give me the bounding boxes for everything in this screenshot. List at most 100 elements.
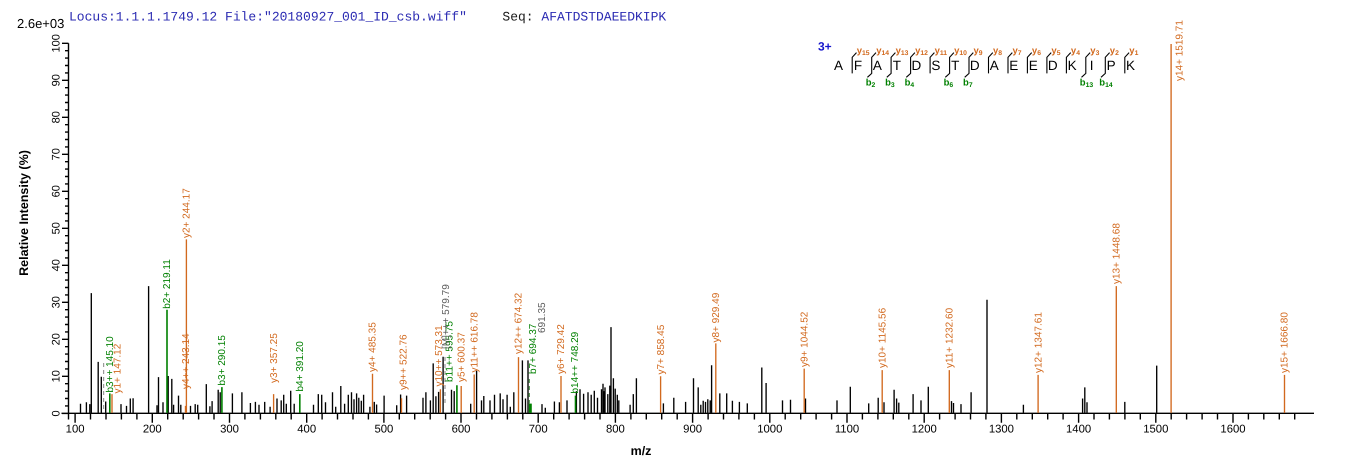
svg-text:y11: y11 (935, 46, 948, 58)
svg-text:y7: y7 (1013, 46, 1022, 58)
svg-text:T: T (951, 58, 959, 73)
svg-text:y13+ 1448.68: y13+ 1448.68 (1112, 223, 1123, 284)
svg-text:y5+ 600.37: y5+ 600.37 (457, 332, 468, 382)
svg-text:3+: 3+ (818, 40, 832, 54)
svg-text:y8+ 929.49: y8+ 929.49 (711, 292, 722, 342)
svg-text:A: A (873, 58, 882, 73)
svg-text:b7+ 694.37: b7+ 694.37 (528, 323, 539, 374)
svg-text:1400: 1400 (1066, 424, 1091, 436)
svg-text:800: 800 (606, 424, 625, 436)
svg-text:691.35: 691.35 (537, 302, 548, 333)
svg-text:E: E (1029, 58, 1038, 73)
svg-text:700: 700 (529, 424, 548, 436)
svg-text:b3++ 145.10: b3++ 145.10 (105, 336, 116, 393)
svg-text:b7: b7 (963, 78, 973, 90)
svg-text:900: 900 (683, 424, 702, 436)
svg-text:y7+ 858.45: y7+ 858.45 (656, 324, 667, 374)
svg-text:40: 40 (51, 259, 63, 271)
svg-text:400: 400 (297, 424, 316, 436)
svg-text:F: F (854, 58, 862, 73)
svg-text:y4+ 485.35: y4+ 485.35 (368, 322, 379, 372)
svg-text:A: A (834, 58, 843, 73)
svg-text:90: 90 (51, 74, 63, 86)
svg-text:b14: b14 (1099, 78, 1113, 90)
svg-text:b3: b3 (885, 78, 895, 90)
svg-text:y11+ 1232.60: y11+ 1232.60 (945, 307, 956, 368)
svg-text:200: 200 (143, 424, 162, 436)
svg-text:y9: y9 (974, 46, 983, 58)
svg-text:y2+ 244.17: y2+ 244.17 (182, 188, 193, 238)
svg-text:y3+ 357.25: y3+ 357.25 (269, 333, 280, 383)
svg-text:b11++ 595.75: b11++ 595.75 (445, 321, 456, 382)
svg-text:100: 100 (51, 34, 63, 52)
svg-text:y2: y2 (1110, 46, 1119, 58)
svg-text:y4++ 243.14: y4++ 243.14 (181, 333, 192, 389)
svg-text:b4: b4 (905, 78, 915, 90)
svg-text:20: 20 (51, 333, 63, 345)
svg-text:1600: 1600 (1220, 424, 1245, 436)
svg-text:y14+ 1519.71: y14+ 1519.71 (1175, 20, 1186, 81)
svg-text:y9++ 522.76: y9++ 522.76 (399, 334, 410, 390)
svg-text:b13: b13 (1080, 78, 1094, 90)
svg-text:600: 600 (452, 424, 471, 436)
svg-text:D: D (912, 58, 922, 73)
svg-text:y5: y5 (1051, 46, 1060, 58)
svg-text:y15: y15 (857, 46, 870, 58)
svg-text:b2+ 219.11: b2+ 219.11 (162, 259, 173, 309)
svg-text:S: S (931, 58, 940, 73)
svg-text:10: 10 (51, 370, 63, 382)
svg-text:y13: y13 (896, 46, 909, 58)
svg-text:50: 50 (51, 222, 63, 234)
svg-text:y3: y3 (1090, 46, 1099, 58)
svg-text:y10+ 1145.56: y10+ 1145.56 (877, 307, 888, 368)
svg-text:1500: 1500 (1143, 424, 1168, 436)
svg-text:70: 70 (51, 148, 63, 160)
svg-text:y12++ 674.32: y12++ 674.32 (514, 292, 525, 354)
svg-text:1200: 1200 (912, 424, 937, 436)
svg-text:80: 80 (51, 111, 63, 123)
svg-text:Seq:: Seq: (502, 10, 533, 25)
svg-text:1300: 1300 (989, 424, 1014, 436)
svg-text:y6: y6 (1032, 46, 1041, 58)
svg-text:[M]+++ 579.79: [M]+++ 579.79 (441, 284, 452, 349)
svg-text:b3+ 290.15: b3+ 290.15 (217, 335, 228, 386)
svg-text:D: D (970, 58, 980, 73)
svg-text:y9+ 1044.52: y9+ 1044.52 (799, 311, 810, 367)
svg-text:y14: y14 (876, 46, 889, 58)
svg-text:m/z: m/z (631, 444, 652, 458)
svg-text:y4: y4 (1071, 46, 1080, 58)
svg-text:b14++ 748.29: b14++ 748.29 (570, 331, 581, 393)
svg-text:K: K (1126, 58, 1135, 73)
svg-text:D: D (1048, 58, 1058, 73)
svg-text:2.6e+03: 2.6e+03 (17, 16, 64, 31)
svg-text:0: 0 (51, 410, 63, 416)
svg-text:60: 60 (51, 185, 63, 197)
svg-text:300: 300 (220, 424, 239, 436)
svg-text:b6: b6 (944, 78, 954, 90)
svg-text:y11++ 616.78: y11++ 616.78 (469, 312, 480, 373)
svg-text:A: A (990, 58, 999, 73)
svg-text:100: 100 (66, 424, 85, 436)
svg-text:1000: 1000 (757, 424, 782, 436)
svg-text:Relative Intensity (%): Relative Intensity (%) (17, 150, 31, 276)
svg-text:y6+ 729.42: y6+ 729.42 (556, 324, 567, 374)
svg-text:b4+ 391.20: b4+ 391.20 (295, 341, 306, 392)
svg-text:y12+ 1347.61: y12+ 1347.61 (1033, 312, 1044, 373)
svg-text:K: K (1068, 58, 1077, 73)
svg-text:P: P (1107, 58, 1116, 73)
svg-text:AFATDSTDAEEDKIPK: AFATDSTDAEEDKIPK (541, 10, 666, 25)
svg-text:y10++ 573.31: y10++ 573.31 (434, 325, 445, 387)
svg-text:T: T (893, 58, 901, 73)
svg-text:y1: y1 (1129, 46, 1138, 58)
svg-text:1100: 1100 (835, 424, 859, 436)
svg-text:y8: y8 (993, 46, 1002, 58)
svg-text:500: 500 (374, 424, 393, 436)
svg-text:30: 30 (51, 296, 63, 308)
svg-text:y1+ 147.12: y1+ 147.12 (112, 343, 123, 393)
svg-text:y10: y10 (954, 46, 967, 58)
svg-text:y12: y12 (915, 46, 928, 58)
svg-text:Locus:1.1.1.1749.12 File:"2018: Locus:1.1.1.1749.12 File:"20180927_001_I… (69, 10, 467, 25)
svg-text:I: I (1090, 58, 1094, 73)
svg-text:b2: b2 (866, 78, 876, 90)
svg-text:E: E (1009, 58, 1018, 73)
